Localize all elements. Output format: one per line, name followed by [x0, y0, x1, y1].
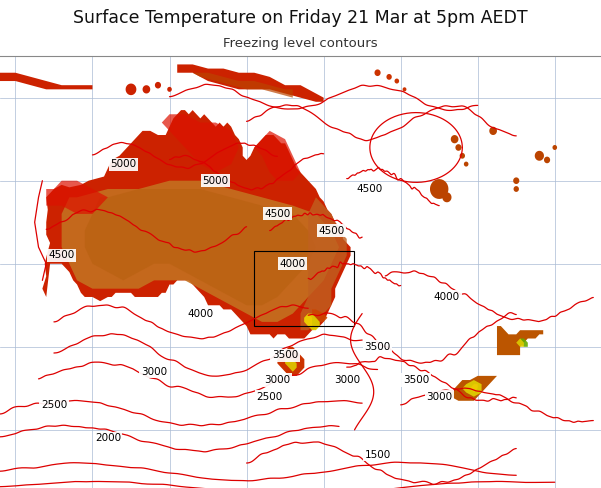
Bar: [254, 251, 355, 326]
Text: 4500: 4500: [264, 209, 290, 219]
Text: 3000: 3000: [141, 366, 167, 377]
Text: 4500: 4500: [49, 250, 75, 261]
Text: 4000: 4000: [188, 308, 213, 319]
Text: 3000: 3000: [334, 375, 360, 385]
Text: 1500: 1500: [364, 450, 391, 460]
Text: 3500: 3500: [364, 342, 391, 352]
Text: 4500: 4500: [318, 225, 344, 236]
Text: 2500: 2500: [257, 392, 283, 402]
Text: 4000: 4000: [279, 259, 306, 269]
Text: 3500: 3500: [403, 375, 429, 385]
Text: 4000: 4000: [434, 292, 460, 302]
Text: 5000: 5000: [203, 176, 229, 186]
Text: 3500: 3500: [272, 350, 298, 360]
Text: Surface Temperature on Friday 21 Mar at 5pm AEDT: Surface Temperature on Friday 21 Mar at …: [73, 9, 528, 27]
Text: 3000: 3000: [426, 392, 453, 402]
Text: 4500: 4500: [357, 184, 383, 194]
Text: 5000: 5000: [110, 159, 136, 169]
Text: 3000: 3000: [264, 375, 290, 385]
Text: Freezing level contours: Freezing level contours: [223, 37, 378, 50]
Text: 2000: 2000: [95, 433, 121, 443]
Text: 2500: 2500: [41, 400, 67, 410]
